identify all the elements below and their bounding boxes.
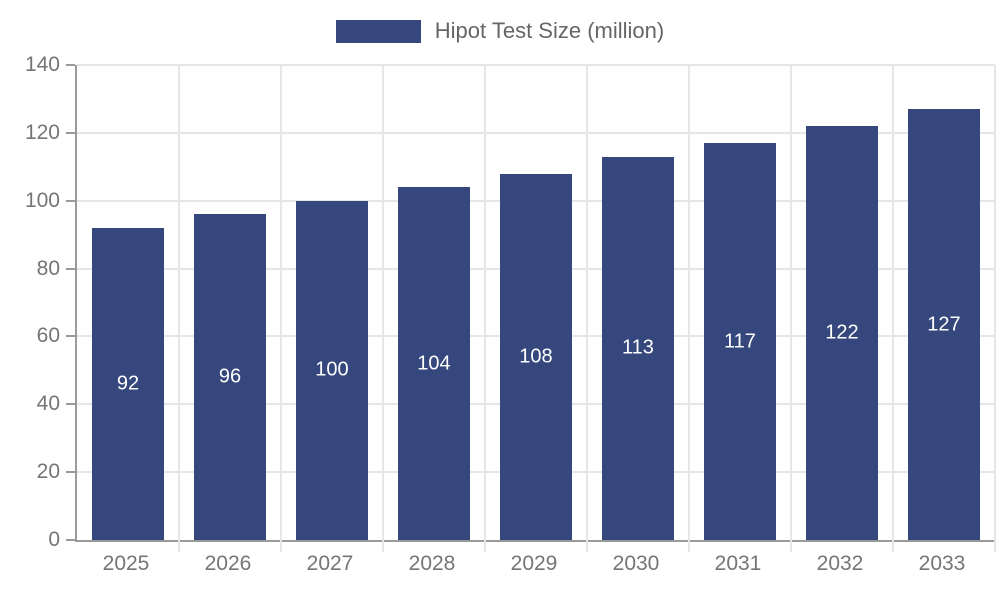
legend-swatch[interactable] [335, 19, 421, 43]
x-tick-label: 2025 [102, 552, 150, 575]
y-tick-label: 40 [36, 392, 60, 416]
y-gridline [77, 64, 995, 66]
y-tick-label: 140 [24, 53, 60, 76]
x-gridline [177, 65, 180, 552]
x-gridline [586, 65, 588, 552]
bar-2025[interactable]: 92 [91, 227, 165, 540]
bar-value-label: 127 [927, 313, 961, 336]
bar-slot-2029: 108 [485, 173, 587, 540]
y-gridline [77, 131, 995, 134]
bar-value-label: 108 [519, 345, 553, 368]
bar-slot-2025: 92 [77, 227, 179, 540]
y-tick [66, 471, 75, 474]
y-tick [66, 335, 75, 338]
bar-2033[interactable]: 127 [907, 109, 981, 540]
x-tick-label: 2030 [612, 552, 660, 575]
x-tick-label: 2031 [714, 552, 762, 575]
bar-value-label: 92 [116, 372, 140, 395]
y-tick-label: 20 [36, 460, 60, 484]
legend: Hipot Test Size (million) [0, 18, 1000, 44]
y-tick-label: 60 [36, 324, 60, 348]
y-tick-label: 100 [24, 188, 60, 212]
bar-2028[interactable]: 104 [397, 187, 471, 540]
bar-slot-2026: 96 [179, 214, 281, 540]
y-tick [66, 64, 75, 66]
bar-value-label: 96 [218, 365, 242, 388]
y-tick-label: 120 [24, 120, 60, 144]
x-tick-label: 2033 [918, 552, 966, 575]
legend-label[interactable]: Hipot Test Size (million) [434, 18, 665, 43]
x-gridline [891, 65, 894, 552]
x-gridline [483, 65, 486, 552]
y-axis-labels: 0 20 40 60 80 100 120 140 [0, 53, 60, 551]
bar-value-label: 104 [417, 352, 451, 375]
bar-2030[interactable]: 113 [601, 156, 675, 540]
x-tick-label: 2028 [408, 552, 456, 575]
bar-value-label: 117 [724, 330, 756, 353]
bar-value-label: 100 [315, 358, 349, 381]
bar-slot-2028: 104 [383, 187, 485, 540]
y-tick-label: 0 [48, 528, 60, 551]
bar-slot-2027: 100 [281, 200, 383, 540]
y-tick [66, 131, 75, 134]
bar-2029[interactable]: 108 [499, 173, 573, 540]
x-gridline [790, 65, 792, 552]
bar-slot-2032: 122 [791, 126, 893, 540]
x-tick-label: 2032 [816, 552, 864, 575]
y-tick [66, 539, 75, 541]
x-tick-label: 2026 [204, 552, 252, 575]
x-gridline [279, 65, 282, 552]
x-gridline [994, 65, 996, 552]
y-tick-label: 80 [36, 256, 60, 280]
bar-slot-2030: 113 [587, 156, 689, 540]
bar-value-label: 113 [622, 336, 654, 359]
bar-2027[interactable]: 100 [295, 200, 369, 540]
bar-slot-2033: 127 [893, 109, 995, 540]
x-axis-labels: 2025 2026 2027 2028 2029 2030 2031 2032 2033 [75, 552, 993, 582]
y-tick [66, 403, 75, 406]
bar-2031[interactable]: 117 [703, 143, 777, 540]
x-gridline [687, 65, 690, 552]
plot-area: 92 96 100 104 108 113 117 122 127 [66, 64, 996, 552]
bar-value-label: 122 [825, 321, 859, 344]
y-tick [66, 199, 75, 202]
x-gridline [381, 65, 384, 552]
bar-slot-2031: 117 [689, 143, 791, 540]
x-tick-label: 2029 [510, 552, 558, 575]
x-tick-label: 2027 [306, 552, 354, 575]
bar-2032[interactable]: 122 [805, 126, 879, 540]
y-tick [66, 267, 75, 270]
bar-2026[interactable]: 96 [193, 214, 267, 540]
